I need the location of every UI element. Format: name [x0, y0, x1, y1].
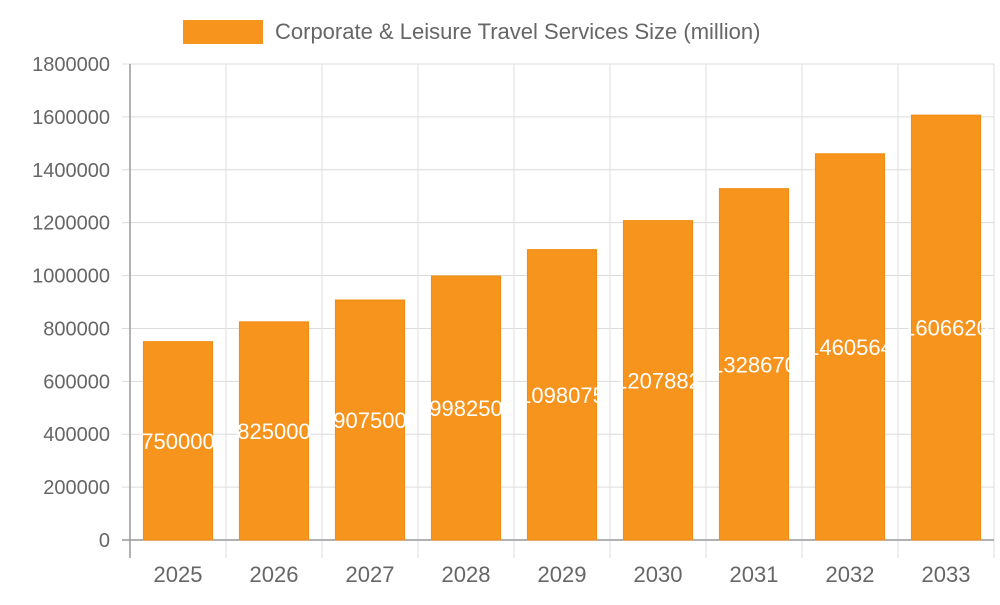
legend-label: Corporate & Leisure Travel Services Size… [275, 19, 760, 44]
x-tick-label: 2030 [634, 562, 683, 587]
data-label: 1207882 [615, 368, 701, 393]
bar-2031 [718, 188, 790, 541]
data-label: 1328670 [711, 352, 797, 377]
x-tick-label: 2026 [250, 562, 299, 587]
y-tick-label: 800000 [43, 318, 110, 340]
bar-2026 [238, 321, 310, 541]
y-tick-label: 200000 [43, 477, 110, 499]
x-tick-label: 2025 [154, 562, 203, 587]
data-label: 998250 [429, 396, 502, 421]
x-tick-label: 2033 [922, 562, 971, 587]
bar-2028 [430, 275, 502, 541]
y-tick-label: 1600000 [32, 107, 110, 129]
data-label: 1460564 [807, 335, 893, 360]
x-tick-label: 2032 [826, 562, 875, 587]
data-label: 1098075 [519, 383, 605, 408]
legend-swatch [183, 20, 263, 44]
y-tick-label: 0 [99, 530, 110, 552]
y-tick-label: 400000 [43, 424, 110, 446]
bar-2030 [622, 220, 694, 541]
y-tick-label: 1000000 [32, 266, 110, 288]
data-label: 825000 [237, 419, 310, 444]
data-label: 1606620 [903, 316, 989, 341]
data-label: 750000 [141, 429, 214, 454]
y-tick-label: 600000 [43, 371, 110, 393]
x-tick-label: 2027 [346, 562, 395, 587]
data-label: 907500 [333, 408, 406, 433]
bar-2032 [814, 153, 886, 541]
bar-2029 [526, 249, 598, 541]
x-tick-label: 2031 [730, 562, 779, 587]
x-tick-label: 2029 [538, 562, 587, 587]
bar-2027 [334, 299, 406, 541]
bar-2025 [142, 341, 214, 541]
y-tick-label: 1800000 [32, 54, 110, 76]
x-tick-label: 2028 [442, 562, 491, 587]
y-tick-label: 1400000 [32, 160, 110, 182]
bar-2033 [910, 114, 982, 541]
y-tick-label: 1200000 [32, 213, 110, 235]
